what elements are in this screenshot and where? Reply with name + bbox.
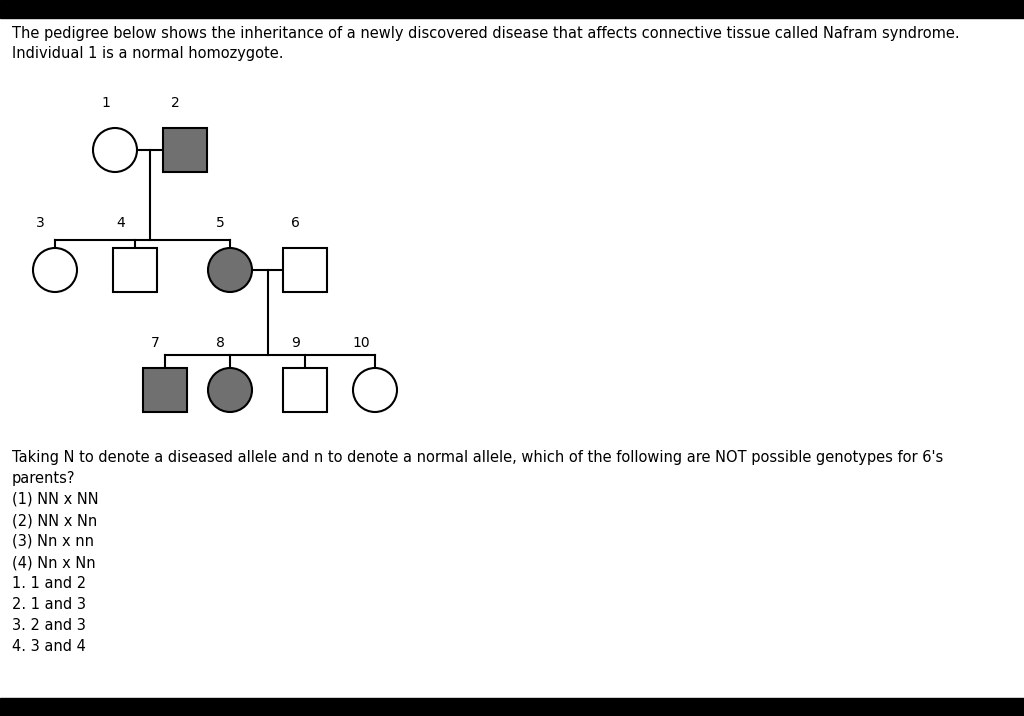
Text: 2: 2 [171,96,180,110]
Text: 6: 6 [291,216,300,230]
Bar [113,248,157,292]
Text: 10: 10 [352,336,370,350]
Text: The pedigree below shows the inheritance of a newly discovered disease that affe: The pedigree below shows the inheritance… [12,26,959,61]
Text: 9: 9 [291,336,300,350]
Text: 7: 7 [152,336,160,350]
Bar [283,368,327,412]
Text: 8: 8 [216,336,225,350]
Text: 5: 5 [216,216,225,230]
Text: 1: 1 [101,96,110,110]
Circle shape [93,128,137,172]
Circle shape [208,248,252,292]
Bar [283,248,327,292]
Circle shape [33,248,77,292]
Circle shape [208,368,252,412]
Text: 4: 4 [117,216,125,230]
Bar [163,128,207,172]
Bar [0,698,1024,716]
Circle shape [353,368,397,412]
Bar [143,368,187,412]
Text: 3: 3 [36,216,45,230]
Text: Taking N to denote a diseased allele and n to denote a normal allele, which of t: Taking N to denote a diseased allele and… [12,450,943,654]
Bar [0,0,1024,18]
